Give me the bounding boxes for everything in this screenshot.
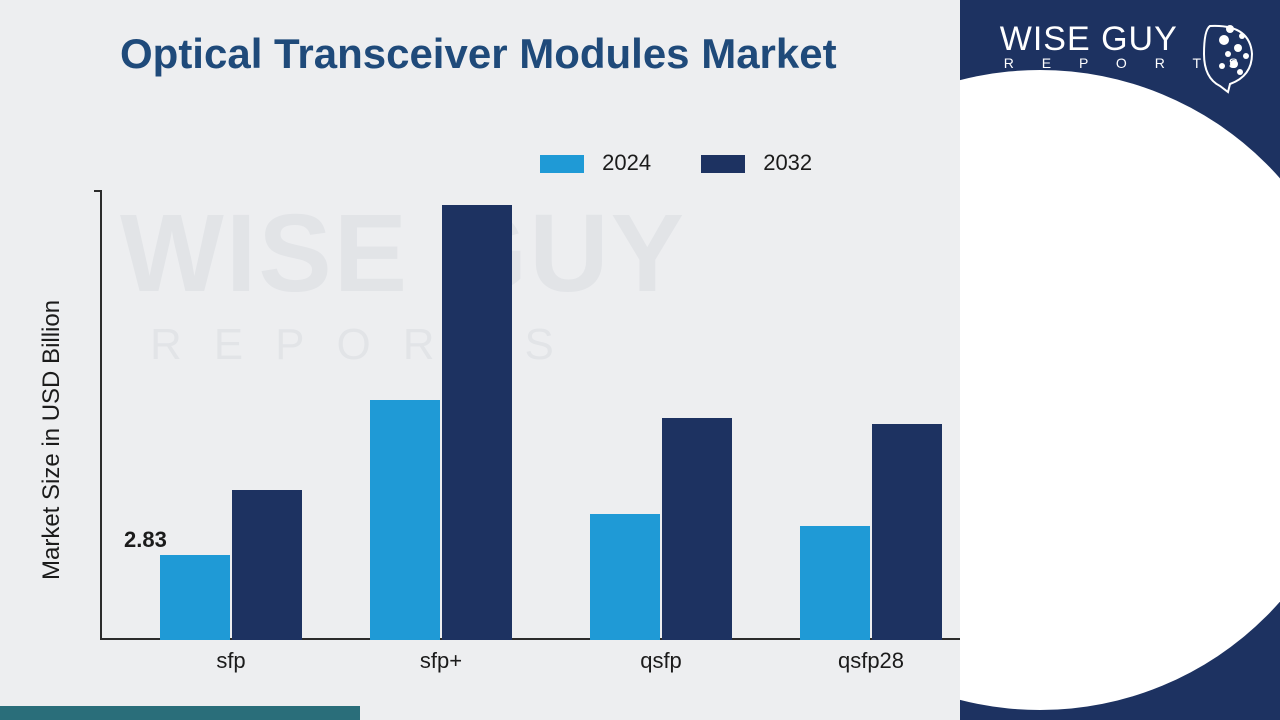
- bar-qsfp28-2024: [800, 526, 870, 640]
- circle-deco: [960, 0, 1280, 720]
- legend-label-2032: 2032: [763, 150, 812, 175]
- bar-sfp+-2024: [370, 400, 440, 640]
- legend-swatch-2032: [701, 155, 745, 173]
- bar-sfp-2024: [160, 555, 230, 640]
- legend-swatch-2024: [540, 155, 584, 173]
- bottom-accent-bar: [0, 706, 360, 720]
- x-category-qsfp28: qsfp28: [800, 648, 942, 674]
- bar-qsfp-2024: [590, 514, 660, 640]
- logo-head-icon: [1180, 14, 1260, 94]
- bar-value-label: 2.83: [124, 527, 167, 553]
- legend-item-2024: 2024: [540, 150, 651, 176]
- bar-qsfp28-2032: [872, 424, 942, 640]
- legend: 2024 2032: [540, 150, 812, 176]
- x-category-sfp: sfp: [160, 648, 302, 674]
- y-axis-label: Market Size in USD Billion: [38, 300, 66, 580]
- bar-sfp-2032: [232, 490, 302, 640]
- x-category-sfp+: sfp+: [370, 648, 512, 674]
- legend-item-2032: 2032: [701, 150, 812, 176]
- y-axis: [100, 190, 102, 640]
- legend-label-2024: 2024: [602, 150, 651, 175]
- brand-logo: WISE GUY R E P O R T S: [1000, 20, 1250, 71]
- chart-title: Optical Transceiver Modules Market: [120, 30, 837, 78]
- y-axis-top-tick: [94, 190, 102, 192]
- x-category-qsfp: qsfp: [590, 648, 732, 674]
- bar-sfp+-2032: [442, 205, 512, 640]
- chart-plot-area: sfpsfp+qsfpqsfp282.83: [100, 190, 960, 640]
- bar-qsfp-2032: [662, 418, 732, 640]
- chart-canvas: WISE GUY REPORTS Optical Transceiver Mod…: [0, 0, 1280, 720]
